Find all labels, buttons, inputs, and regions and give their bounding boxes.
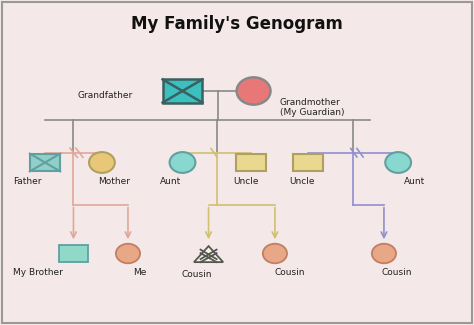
Text: My Brother: My Brother bbox=[13, 268, 63, 277]
Ellipse shape bbox=[237, 77, 271, 105]
Text: Grandmother
(My Guardian): Grandmother (My Guardian) bbox=[280, 98, 344, 117]
Ellipse shape bbox=[263, 244, 287, 263]
Bar bbox=[59, 245, 88, 262]
Ellipse shape bbox=[170, 152, 195, 173]
Ellipse shape bbox=[385, 152, 411, 173]
Text: Grandfather: Grandfather bbox=[77, 91, 133, 100]
Text: Cousin: Cousin bbox=[382, 268, 412, 277]
Text: Uncle: Uncle bbox=[290, 177, 315, 186]
Text: Mother: Mother bbox=[98, 177, 130, 186]
Text: My Family's Genogram: My Family's Genogram bbox=[131, 15, 343, 32]
Text: Cousin: Cousin bbox=[182, 270, 212, 279]
Ellipse shape bbox=[116, 244, 140, 263]
Text: Uncle: Uncle bbox=[233, 177, 258, 186]
Polygon shape bbox=[194, 246, 223, 262]
Bar bbox=[163, 79, 202, 103]
Bar bbox=[30, 154, 60, 171]
Bar bbox=[293, 154, 323, 171]
Ellipse shape bbox=[89, 152, 115, 173]
Text: Aunt: Aunt bbox=[160, 177, 181, 186]
Text: Me: Me bbox=[133, 268, 146, 277]
Text: Father: Father bbox=[13, 177, 42, 186]
Ellipse shape bbox=[372, 244, 396, 263]
Bar bbox=[236, 154, 266, 171]
Text: Cousin: Cousin bbox=[275, 268, 305, 277]
Text: Aunt: Aunt bbox=[404, 177, 425, 186]
